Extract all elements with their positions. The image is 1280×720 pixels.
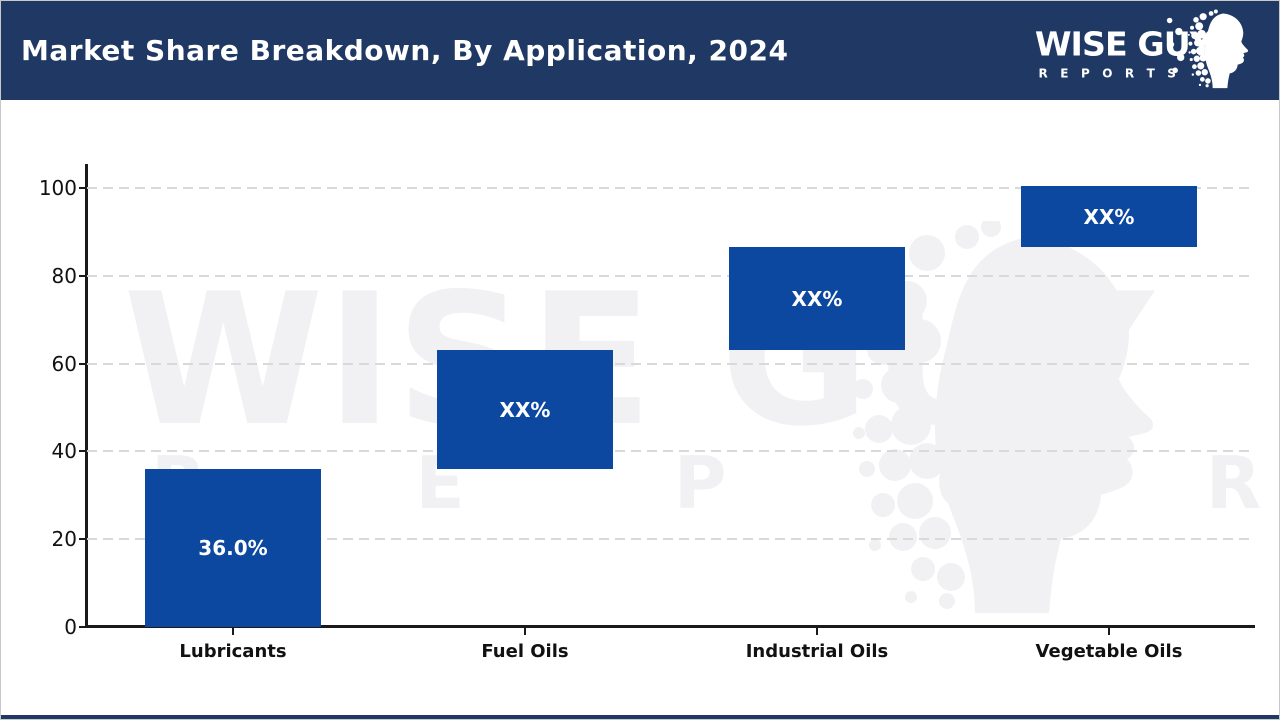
gridline [87,538,1255,541]
gridline [87,274,1255,277]
bar-value-label: 36.0% [198,535,268,560]
y-tick-label: 100 [38,176,77,200]
bar-value-label: XX% [499,397,551,422]
gridline [87,187,1255,189]
wiseguy-logo: WISE GUY R E P O R T S [1035,9,1249,89]
bar-lubricants: 36.0% [145,468,321,627]
y-tick-mark [79,362,87,365]
bar-value-label: XX% [791,286,843,311]
logo-head-icon [1187,9,1249,89]
y-tick-label: 0 [64,615,77,639]
x-tick-mark [816,627,818,635]
x-tick-mark [524,627,526,635]
y-axis-line [85,164,88,628]
x-axis-label-fuel-oils: Fuel Oils [481,641,569,662]
bar-fuel-oils: XX% [437,350,613,469]
x-axis-line [85,625,1255,628]
logo-wordmark: WISE GUY [1035,25,1215,64]
header-bar: Market Share Breakdown, By Application, … [1,1,1279,100]
chart-title: Market Share Breakdown, By Application, … [21,34,789,67]
y-tick-label: 40 [51,439,77,464]
footer-bar [1,715,1279,719]
bar-value-label: XX% [1083,204,1135,229]
gridline [87,450,1255,453]
y-tick-label: 80 [51,263,77,288]
x-axis-label-industrial-oils: Industrial Oils [745,641,889,662]
y-tick-mark [79,450,87,453]
x-axis-label-vegetable-oils: Vegetable Oils [1035,641,1183,662]
y-tick-label: 20 [51,527,77,552]
y-tick-mark [79,274,87,277]
logo-reports-text: R E P O R T S [1039,67,1181,81]
logo-trailing-dots [1166,17,1185,74]
x-tick-mark [1108,627,1110,635]
bar-industrial-oils: XX% [729,247,905,351]
bar-vegetable-oils: XX% [1021,185,1197,248]
y-tick-label: 60 [51,351,77,376]
y-tick-mark [79,187,87,189]
y-tick-mark [79,626,87,628]
x-axis-label-lubricants: Lubricants [179,641,287,662]
gridline [87,362,1255,365]
x-tick-mark [232,627,234,635]
y-tick-mark [79,538,87,541]
